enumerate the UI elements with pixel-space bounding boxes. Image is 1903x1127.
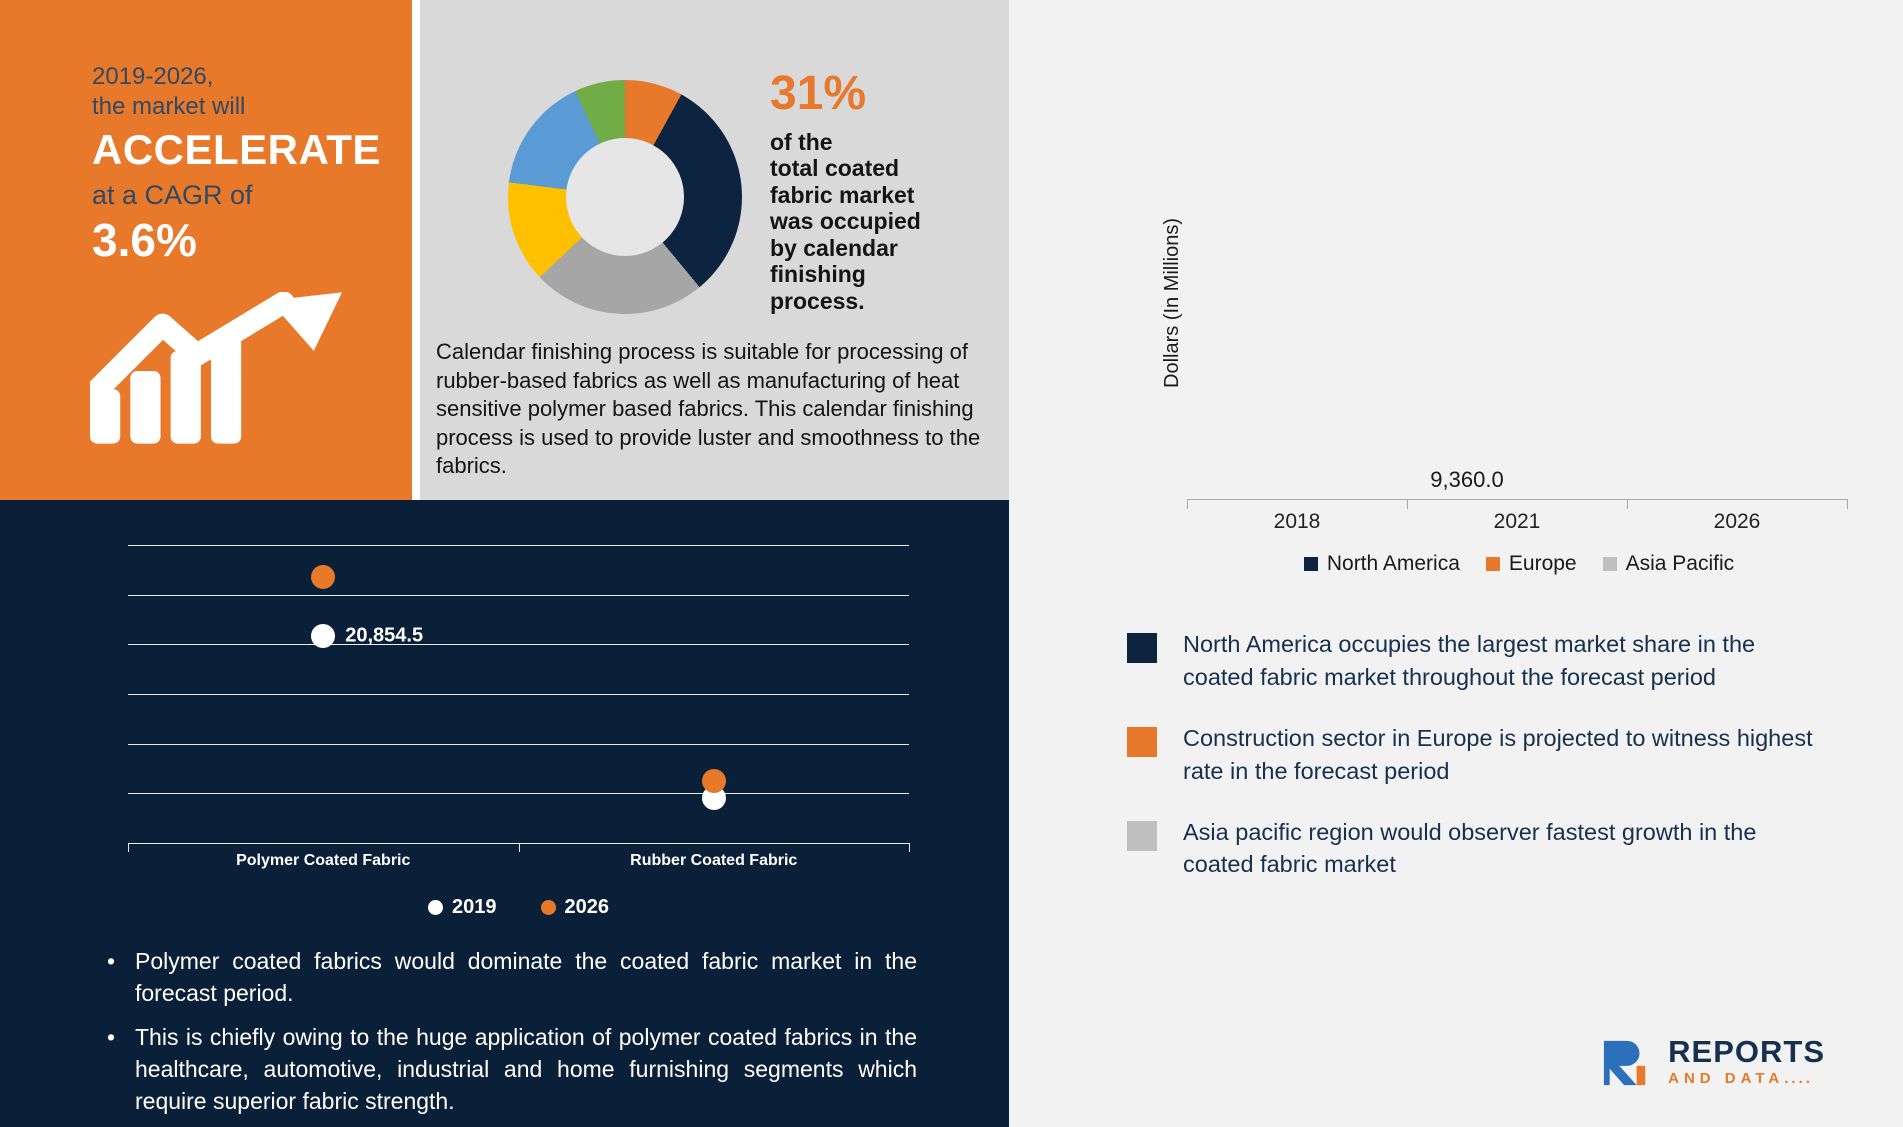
dot-value-label: 20,854.5 [345,624,424,647]
gridline [128,843,909,844]
legend-label: 2019 [452,896,497,918]
axis-tick [1626,499,1628,509]
dot-plot-categories: Polymer Coated Fabric Rubber Coated Fabri… [128,852,909,870]
legend-item: Europe [1485,552,1577,576]
insight-text: Construction sector in Europe is project… [1183,724,1813,784]
market-will-text: the market will [92,93,246,120]
category-label: Rubber Coated Fabric [630,852,798,869]
legend-swatch [1485,557,1500,571]
insight-item: Construction sector in Europe is project… [1127,722,1817,788]
x-axis-label: 2021 [1493,510,1541,533]
gridline [128,694,909,695]
cagr-label: at a CAGR of [92,180,253,210]
bullet-item: Polymer coated fabrics would dominate th… [103,946,917,1009]
regional-panel: Dollars (In Millions) 9,360.0 2018 2021 20… [1009,0,1903,1127]
gridline [128,594,909,596]
reports-and-data-logo: REPORTS AND DATA.... [1598,1036,1825,1087]
gridline [128,644,909,646]
brand-text: REPORTS AND DATA.... [1668,1036,1825,1087]
insight-text: North America occupies the largest marke… [1183,631,1756,690]
dot-2026 [311,564,336,589]
axis-tick [1406,499,1408,509]
dot-2026 [701,769,726,794]
legend-item: North America [1303,552,1460,576]
insight-swatch [1127,633,1157,663]
y-axis-title: Dollars (In Millions) [1161,217,1183,388]
finishing-paragraph: Calendar finishing process is suitable f… [436,339,981,479]
dot-plot-legend: 2019 2026 [128,896,909,919]
insight-swatch [1127,820,1157,851]
legend-dot [540,900,556,915]
legend-label: North America [1326,552,1460,575]
cagr-value: 3.6% [92,214,197,266]
gridline [128,743,909,745]
x-axis-label: 2026 [1713,510,1761,533]
bullet-item: This is chiefly owing to the huge applic… [103,1022,917,1117]
category-label: Polymer Coated Fabric [236,852,411,869]
axis-tick [1187,499,1188,509]
legend-label: 2026 [564,896,610,918]
axis-tick [128,843,129,852]
bar-value-label: 9,360.0 [1430,467,1504,492]
legend-swatch [1602,557,1617,571]
dot-2019 [311,623,336,648]
legend-item: Asia Pacific [1602,552,1735,576]
bar-chart-xlabels: 2018 2021 2026 [1187,510,1847,534]
gridline [128,545,909,546]
insight-item: North America occupies the largest marke… [1127,628,1817,694]
legend-item: 2026 [540,896,610,919]
cagr-text-block: 2019-2026, the market will ACCELERATE at… [92,62,381,267]
bar-chart-groups: 9,360.0 [1187,78,1847,499]
segment-bullet-list: Polymer coated fabrics would dominate th… [103,946,917,1127]
brand-dots: .... [1784,1070,1813,1087]
legend-label: Europe [1508,552,1577,575]
insight-swatch [1127,726,1157,757]
segment-panel: 20,854.5 Polymer Coated Fabric Rubber Coa… [0,500,1009,1127]
cagr-panel: 2019-2026, the market will ACCELERATE at… [0,0,412,500]
finishing-stat-block: 31% of the total coated fabric market wa… [770,66,998,314]
legend-dot [428,900,443,915]
accelerate-headline: ACCELERATE [92,126,381,173]
dot-plot-area: 20,854.5 [128,545,910,852]
insight-list: North America occupies the largest marke… [1127,628,1817,909]
legend-item: 2019 [428,896,497,919]
finishing-panel: 31% of the total coated fabric market wa… [420,0,1009,500]
stat-percentage: 31% [770,67,867,120]
regional-bar-chart: 9,360.0 [1187,78,1848,509]
bar-chart-legend: North America Europe Asia Pacific [1129,552,1903,576]
donut-hole [566,138,684,256]
brand-name: REPORTS [1668,1034,1825,1069]
stat-caption: of the total coated fabric market was oc… [770,129,921,314]
insight-text: Asia pacific region would observer faste… [1183,818,1757,878]
legend-swatch [1303,557,1318,571]
x-axis-label: 2018 [1273,510,1321,533]
legend-label: Asia Pacific [1625,552,1735,575]
reports-and-data-logo-icon [1604,1040,1646,1085]
donut-chart [508,80,742,314]
brand-subtitle-text: AND DATA [1668,1070,1785,1087]
axis-tick [909,843,910,852]
period-text: 2019-2026, [92,63,214,90]
gridline [128,793,909,795]
axis-tick [518,843,520,852]
brand-subtitle: AND DATA.... [1668,1070,1825,1087]
insight-item: Asia pacific region would observer faste… [1127,816,1817,882]
growth-arrow-icon [90,292,342,444]
axis-tick [1847,499,1848,509]
